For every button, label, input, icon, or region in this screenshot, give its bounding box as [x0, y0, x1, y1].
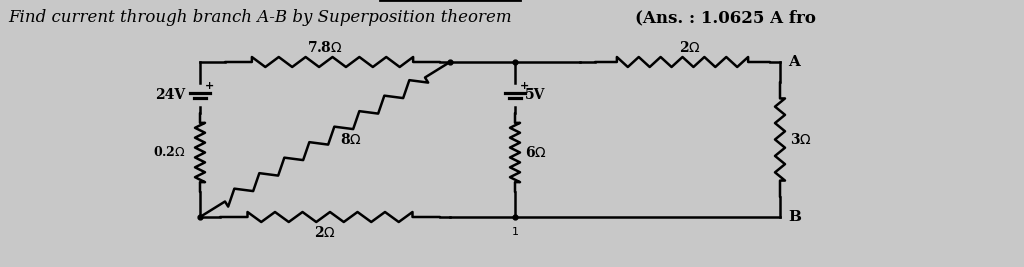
Text: 3$\Omega$: 3$\Omega$: [790, 132, 812, 147]
Text: A: A: [788, 55, 800, 69]
Text: 6$\Omega$: 6$\Omega$: [525, 145, 547, 160]
Text: +: +: [520, 81, 529, 91]
Text: (Ans. : 1.0625 A fro: (Ans. : 1.0625 A fro: [635, 9, 816, 26]
Text: 2$\Omega$: 2$\Omega$: [679, 40, 700, 55]
Text: 5V: 5V: [525, 88, 546, 102]
Text: Find current through branch A-B by Superposition theorem: Find current through branch A-B by Super…: [8, 9, 512, 26]
Text: 2$\Omega$: 2$\Omega$: [314, 225, 336, 240]
Text: 7.8$\Omega$: 7.8$\Omega$: [307, 40, 343, 55]
Text: B: B: [788, 210, 801, 224]
Text: +: +: [205, 81, 214, 91]
Text: 24V: 24V: [155, 88, 185, 102]
Text: 1: 1: [512, 227, 518, 237]
Text: 0.2$\Omega$: 0.2$\Omega$: [153, 146, 185, 159]
Text: 8$\Omega$: 8$\Omega$: [340, 132, 361, 147]
